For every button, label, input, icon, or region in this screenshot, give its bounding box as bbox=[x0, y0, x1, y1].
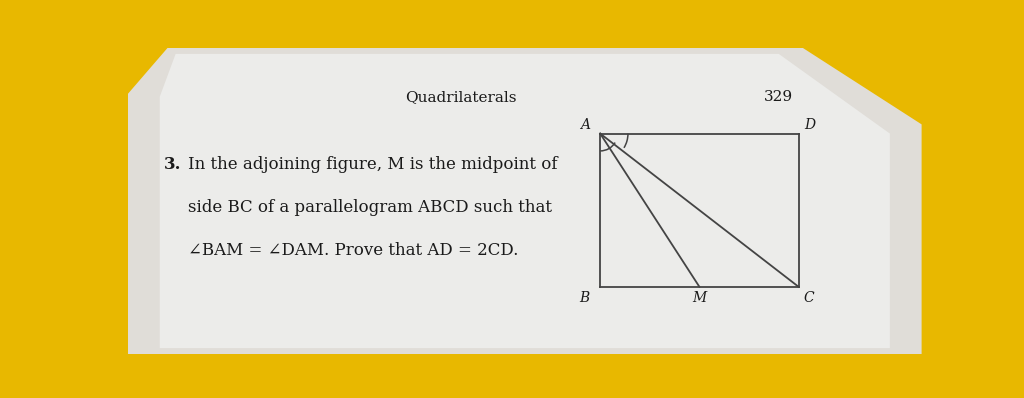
Text: 329: 329 bbox=[764, 90, 794, 104]
Text: side BC of a parallelogram ABCD such that: side BC of a parallelogram ABCD such tha… bbox=[187, 199, 552, 216]
Text: C: C bbox=[804, 291, 814, 305]
Text: ∠BAM = ∠DAM. Prove that AD = 2CD.: ∠BAM = ∠DAM. Prove that AD = 2CD. bbox=[187, 242, 518, 259]
Polygon shape bbox=[128, 48, 922, 354]
Text: A: A bbox=[580, 117, 590, 132]
Text: In the adjoining figure, M is the midpoint of: In the adjoining figure, M is the midpoi… bbox=[187, 156, 557, 173]
Text: 3.: 3. bbox=[164, 156, 181, 173]
Text: M: M bbox=[692, 291, 707, 305]
Text: B: B bbox=[580, 291, 590, 305]
Text: D: D bbox=[804, 117, 815, 132]
Polygon shape bbox=[160, 54, 890, 348]
Text: Quadrilaterals: Quadrilaterals bbox=[406, 90, 517, 104]
